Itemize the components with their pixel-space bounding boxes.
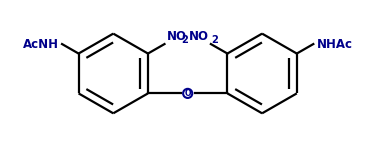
Text: AcNH: AcNH (23, 37, 59, 50)
Text: NO: NO (189, 30, 209, 43)
Text: 2: 2 (181, 35, 188, 45)
Text: O: O (185, 89, 191, 98)
Text: 2: 2 (211, 35, 218, 45)
Text: NHAc: NHAc (316, 37, 352, 50)
Text: NO: NO (166, 30, 187, 43)
